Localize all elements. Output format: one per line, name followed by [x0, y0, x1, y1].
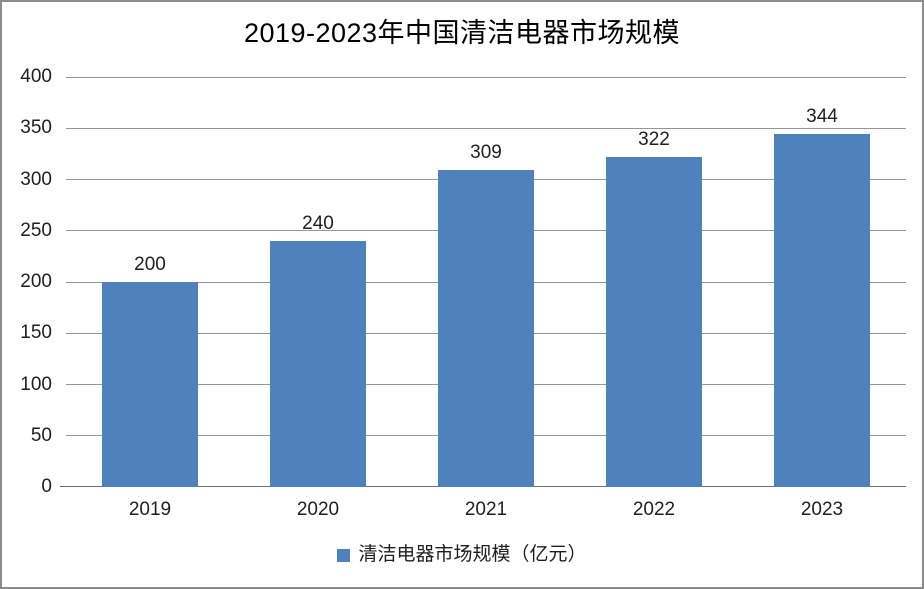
bar-value-label: 322	[638, 128, 670, 150]
y-tick-label: 300	[20, 168, 52, 190]
x-tick-label: 2022	[632, 499, 676, 520]
y-tick-label: 200	[20, 271, 52, 292]
y-tick-label: 400	[20, 66, 52, 87]
y-tick-label: 350	[20, 117, 52, 139]
bar-2021	[438, 170, 534, 487]
gridline	[66, 76, 906, 78]
x-tick-label: 2021	[464, 499, 508, 520]
bar-value-label: 200	[134, 254, 166, 275]
legend: 清洁电器市场规模（亿元）	[2, 543, 922, 567]
chart-title: 2019-2023年中国清洁电器市场规模	[243, 18, 681, 48]
bar-2022	[606, 156, 702, 487]
y-tick-label: 0	[41, 476, 52, 497]
bar-value-label: 309	[470, 142, 502, 164]
y-tick-label: 100	[20, 373, 52, 395]
x-tick-label: 2023	[800, 499, 844, 520]
bar-2020	[270, 241, 366, 487]
gridline	[66, 127, 906, 129]
bar-2019	[102, 282, 198, 487]
x-tick-label: 2020	[296, 499, 340, 520]
y-tick-label: 250	[20, 219, 52, 241]
bar-2023	[774, 134, 870, 487]
bar-value-label: 344	[806, 106, 838, 128]
y-tick-label: 150	[20, 322, 52, 344]
x-tick-label: 2019	[128, 499, 172, 520]
bar-value-label: 240	[302, 213, 334, 234]
legend-marker-square	[337, 548, 351, 562]
legend-label: 清洁电器市场规模（亿元）	[358, 544, 587, 565]
y-tick-label: 50	[30, 424, 52, 446]
plot-area: 200 240 309 322 344	[60, 76, 906, 487]
